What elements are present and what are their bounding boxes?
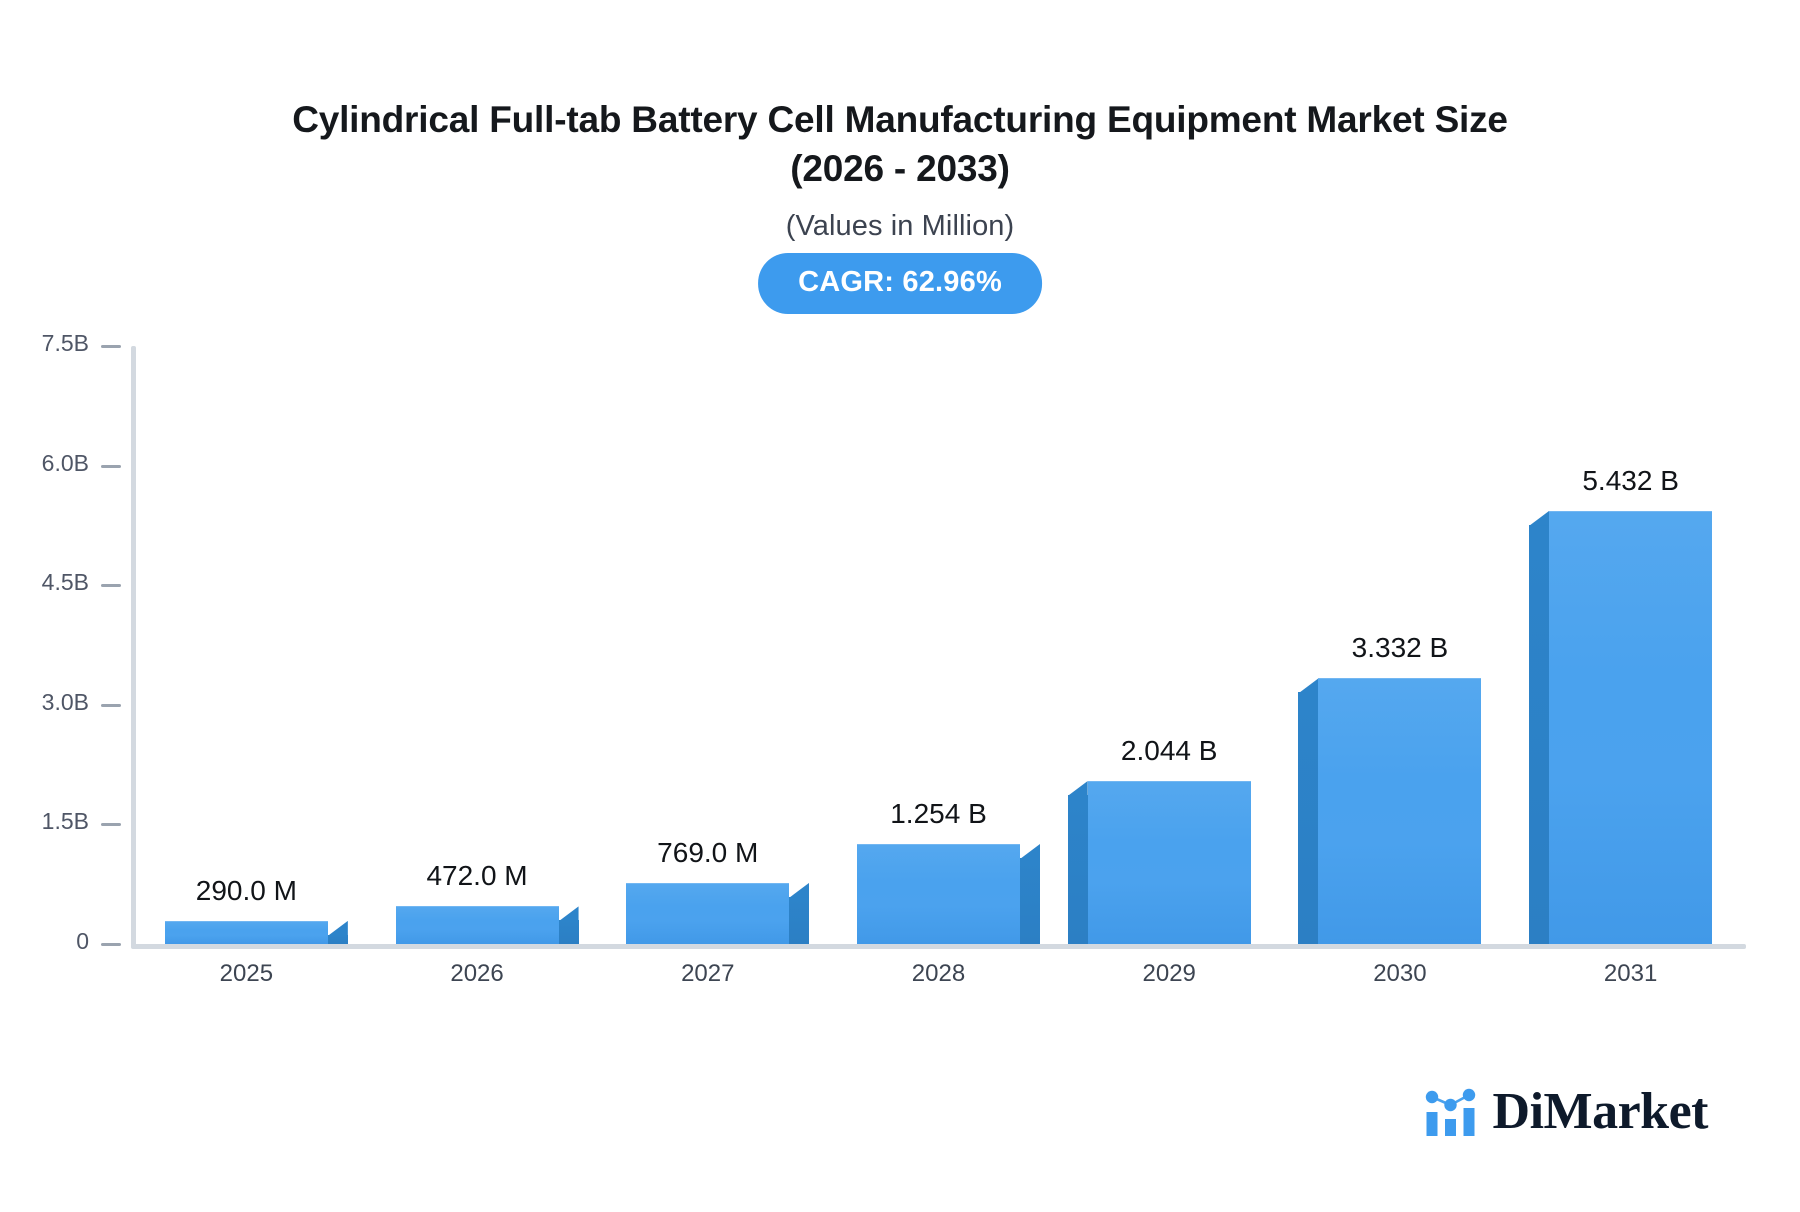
bar[interactable]: [164, 920, 348, 944]
bar[interactable]: [1529, 510, 1713, 944]
x-axis-category-label: 2028: [911, 960, 966, 987]
x-axis-category-label: 2026: [450, 960, 504, 987]
bar[interactable]: [1298, 678, 1482, 944]
y-axis-tick-label: 6.0B: [41, 449, 89, 476]
bar-face: [1087, 781, 1251, 944]
bar-value-label: 472.0 M: [426, 860, 528, 892]
bar-slot: 769.0 M 2027: [592, 346, 823, 987]
bar-top-bevel: [558, 906, 579, 922]
bar-face: [626, 882, 790, 944]
bar-value-label: 2.044 B: [1120, 735, 1218, 767]
bar-side-face: [1529, 524, 1550, 944]
bar-value-label: 1.254 B: [890, 798, 987, 830]
bar-face: [1318, 678, 1482, 944]
page-title-line1: Cylindrical Full-tab Battery Cell Manufa…: [292, 99, 1508, 140]
y-axis-tick-mark: [101, 943, 121, 946]
y-axis-line: [131, 346, 136, 947]
cagr-badge: CAGR: 62.96%: [758, 253, 1042, 314]
y-axis-tick-label: 1.5B: [41, 808, 89, 835]
y-axis-tick-label: 3.0B: [41, 688, 89, 715]
y-axis-tick-mark: [101, 345, 121, 348]
y-axis-tick-mark: [101, 584, 121, 588]
bar[interactable]: [856, 844, 1040, 944]
bar-slot: 472.0 M 2026: [362, 346, 593, 987]
y-axis-tick-label: 4.5B: [41, 569, 89, 596]
page-title-line2: (2026 - 2033): [790, 147, 1010, 189]
y-axis-tick-label: 7.5B: [41, 330, 89, 356]
bar-slot: 1.254 B 2028: [823, 346, 1054, 987]
bar-value-label: 3.332 B: [1351, 632, 1449, 664]
bar-side-face: [558, 920, 579, 944]
x-axis-category-label: 2025: [219, 960, 274, 987]
bars-group: 290.0 M 2025 472.0 M 2026 769.0 M 2027 1.254 B…: [131, 346, 1746, 987]
bar-top-bevel: [1529, 510, 1550, 526]
logo-wordmark: DiMarket: [1492, 1083, 1709, 1140]
y-axis-tick-mark: [101, 703, 121, 707]
bar-face: [164, 920, 328, 944]
bar-side-face: [1019, 858, 1040, 944]
bar-value-label: 290.0 M: [195, 874, 297, 906]
bar-top-bevel: [1067, 781, 1088, 797]
bar-side-face: [1298, 692, 1319, 944]
dimarket-logo: DiMarket: [1423, 1083, 1709, 1140]
y-axis-tick-mark: [101, 464, 121, 468]
bar-top-bevel: [1019, 844, 1040, 860]
chart-bars-icon: [1425, 1088, 1475, 1136]
y-axis-tick-mark: [101, 823, 121, 827]
bar-slot: 2.044 B 2029: [1054, 346, 1285, 987]
bar[interactable]: [395, 906, 579, 944]
bar-slot: 3.332 B 2030: [1285, 346, 1516, 987]
bar-value-label: 769.0 M: [657, 836, 759, 868]
bar-face: [1549, 510, 1713, 944]
x-axis-category-label: 2031: [1603, 960, 1658, 987]
x-axis-category-label: 2027: [681, 960, 735, 987]
x-axis-category-label: 2029: [1142, 960, 1196, 987]
x-axis-line: [131, 944, 1746, 949]
bar-slot: 290.0 M 2025: [131, 346, 362, 987]
bar-face: [395, 906, 559, 944]
title-block: Cylindrical Full-tab Battery Cell Manufa…: [0, 96, 1800, 243]
bar-value-label: 5.432 B: [1582, 464, 1679, 496]
page-title: Cylindrical Full-tab Battery Cell Manufa…: [120, 96, 1680, 194]
y-axis-tick-label: 0: [76, 928, 89, 954]
bar-top-bevel: [327, 920, 348, 936]
bar-side-face: [1067, 795, 1088, 944]
bar-side-face: [789, 896, 810, 944]
bar-top-bevel: [1298, 678, 1319, 694]
chart-subtitle: (Values in Million): [785, 209, 1015, 242]
bar[interactable]: [626, 882, 810, 944]
bar-face: [856, 844, 1020, 944]
bar-side-face: [327, 934, 348, 944]
bar[interactable]: [1067, 781, 1251, 944]
bar-slot: 5.432 B 2031: [1515, 346, 1746, 987]
bar-top-bevel: [789, 882, 810, 898]
x-axis-category-label: 2030: [1373, 960, 1427, 987]
